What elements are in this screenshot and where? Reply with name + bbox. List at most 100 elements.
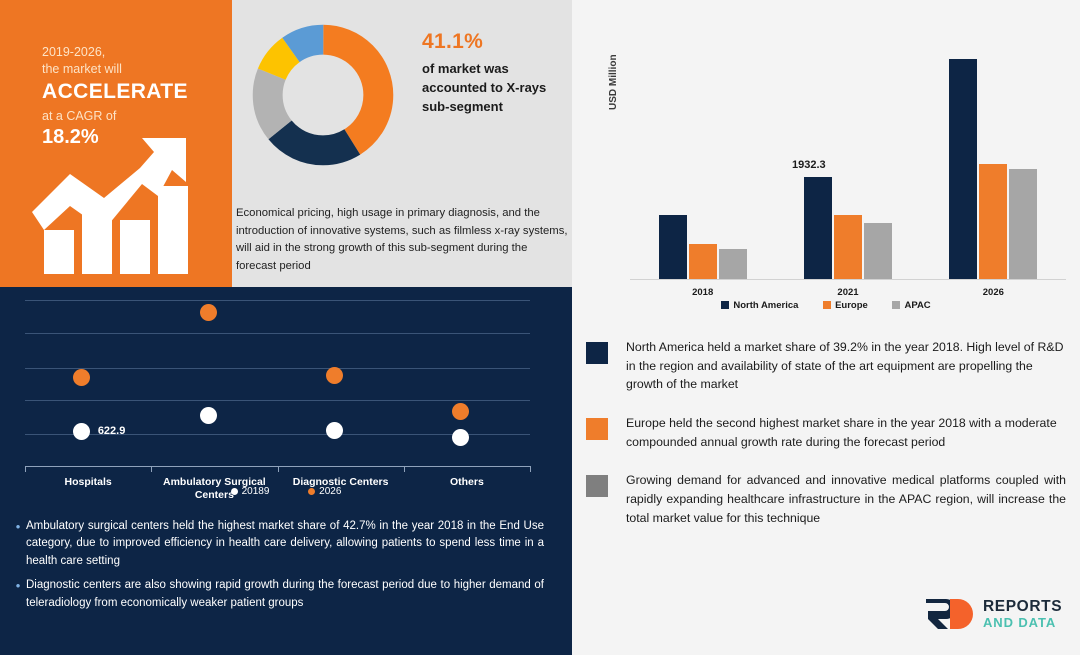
dot-legend-label-1: 2026 bbox=[319, 486, 342, 497]
region-note-text-0: North America held a market share of 39.… bbox=[626, 340, 1064, 392]
end-use-dot-chart: Hospitals Ambulatory Surgical Centers Diag… bbox=[0, 287, 572, 505]
dot-legend-swatch-0 bbox=[230, 487, 238, 495]
dot-axis-tick-2 bbox=[277, 466, 279, 472]
bullet-dot-icon: • bbox=[15, 578, 21, 594]
accelerate-cagr-label: at a CAGR of bbox=[42, 108, 117, 123]
donut-slice-2 bbox=[252, 24, 394, 166]
dot-category-label-1: Ambulatory Surgical Centers bbox=[163, 476, 266, 502]
dot-point-20189-others bbox=[452, 428, 470, 446]
segment-percent-block: 41.1% of market was accounted to X-rays … bbox=[422, 30, 562, 117]
bar-legend-label-0: North America bbox=[733, 300, 799, 311]
bar-category-label-1: 2021 bbox=[837, 287, 859, 298]
donut-chart bbox=[250, 22, 396, 168]
apac-chip-icon bbox=[586, 475, 608, 498]
bar-legend-item-1: Europe bbox=[823, 300, 868, 311]
rd-monogram-icon bbox=[926, 599, 973, 629]
region-note-0: North America held a market share of 39.… bbox=[572, 338, 1080, 394]
bar-north-america-2021 bbox=[804, 177, 832, 279]
accelerate-headline: ACCELERATE bbox=[42, 80, 188, 103]
bar-legend-item-0: North America bbox=[721, 300, 798, 311]
bar-apac-2021 bbox=[864, 223, 892, 279]
bar-chart-baseline bbox=[630, 279, 1066, 280]
reports-and-data-logo: REPORTS AND DATA bbox=[924, 597, 1062, 631]
dot-legend-swatch-1 bbox=[308, 487, 316, 495]
bar-europe-2018 bbox=[688, 244, 717, 279]
dot-data-label: 622.9 bbox=[97, 424, 126, 437]
dot-point-2026-hospitals bbox=[73, 368, 91, 386]
bar-data-label: 1932.3 bbox=[792, 159, 826, 172]
region-note-2: Growing demand for advanced and innovati… bbox=[572, 471, 1080, 527]
bar-legend-label-2: APAC bbox=[904, 300, 931, 311]
accelerate-panel: 2019-2026, the market will ACCELERATE at… bbox=[0, 0, 232, 287]
accelerate-text-block: 2019-2026, the market will ACCELERATE at… bbox=[42, 44, 222, 150]
dot-point-20189-hospitals bbox=[73, 423, 91, 441]
dot-axis-tick-0 bbox=[25, 466, 26, 472]
donut-slice-4 bbox=[252, 24, 394, 166]
dot-point-2026-ambulatory-surgical-centers bbox=[199, 304, 217, 322]
growth-arrow-bar-chart-icon bbox=[32, 138, 188, 274]
bar-legend-swatch-2 bbox=[892, 301, 901, 310]
bullet-dot-icon: • bbox=[15, 519, 21, 534]
end-use-bullet-list: • Ambulatory surgical centers held the h… bbox=[10, 518, 562, 619]
logo-line-2: AND DATA bbox=[983, 615, 1057, 631]
segment-percent-description: of market was accounted to X-rays sub-se… bbox=[422, 61, 547, 114]
north-america-chip-icon bbox=[586, 342, 608, 364]
dot-legend-item-1: 2026 bbox=[308, 486, 341, 497]
bar-apac-2018 bbox=[718, 249, 747, 279]
dot-point-20189-diagnostic-centers bbox=[325, 421, 343, 439]
segment-share-panel: 41.1% of market was accounted to X-rays … bbox=[232, 0, 572, 287]
dot-grid-line-2 bbox=[25, 368, 530, 369]
dot-grid-line-3 bbox=[25, 400, 530, 401]
dot-category-label-0: Hospitals bbox=[64, 476, 112, 488]
right-column: USD Million 1932.3 2018 2021 2026 North Am… bbox=[572, 0, 1080, 655]
accelerate-period: 2019-2026, bbox=[42, 45, 106, 59]
europe-chip-icon bbox=[586, 418, 608, 441]
dot-legend-item-0: 20189 bbox=[230, 486, 270, 497]
bar-north-america-2018 bbox=[658, 215, 687, 279]
region-note-1: Europe held the second highest market sh… bbox=[572, 414, 1080, 451]
dot-category-label-2: Diagnostic Centers bbox=[292, 476, 389, 488]
dot-point-2026-diagnostic-centers bbox=[325, 366, 343, 384]
list-item: • Diagnostic centers are also showing ra… bbox=[10, 577, 562, 612]
bar-legend-swatch-0 bbox=[721, 301, 730, 310]
bar-chart-y-axis-label: USD Million bbox=[608, 54, 619, 110]
donut-slice-0 bbox=[252, 24, 394, 166]
bullet-text-0: Ambulatory surgical centers held the hig… bbox=[26, 520, 544, 567]
bar-legend-label-1: Europe bbox=[835, 300, 868, 311]
bullet-text-1: Diagnostic centers are also showing rapi… bbox=[26, 579, 544, 609]
segment-note: Economical pricing, high usage in primar… bbox=[236, 207, 568, 272]
dot-chart-legend: 20189 2026 bbox=[0, 486, 572, 497]
bar-europe-2021 bbox=[834, 215, 862, 279]
dot-grid-line-1 bbox=[25, 333, 530, 334]
left-column: 2019-2026, the market will ACCELERATE at… bbox=[0, 0, 572, 655]
bar-legend-swatch-1 bbox=[823, 301, 832, 310]
list-item: • Ambulatory surgical centers held the h… bbox=[10, 518, 562, 570]
dot-axis-tick-4 bbox=[530, 466, 531, 472]
donut-slice-1 bbox=[252, 24, 394, 166]
dot-grid-line-4 bbox=[25, 434, 530, 435]
dot-grid-line-0 bbox=[25, 300, 530, 301]
dot-axis-tick-1 bbox=[151, 466, 153, 472]
dot-point-2026-others bbox=[452, 402, 470, 420]
region-note-text-2: Growing demand for advanced and innovati… bbox=[626, 473, 1066, 525]
bar-legend-item-2: APAC bbox=[892, 300, 931, 311]
logo-line-1: REPORTS bbox=[983, 597, 1063, 615]
bar-category-label-0: 2018 bbox=[692, 287, 714, 298]
accelerate-subtitle: the market will bbox=[42, 62, 122, 76]
bar-category-label-2: 2026 bbox=[982, 287, 1004, 298]
dot-legend-label-0: 20189 bbox=[241, 486, 270, 497]
accelerate-cagr-value: 18.2% bbox=[42, 125, 99, 148]
dot-axis-tick-3 bbox=[403, 466, 405, 472]
bar-north-america-2026 bbox=[949, 58, 978, 279]
bar-apac-2026 bbox=[1009, 168, 1038, 279]
segment-percent: 41.1% bbox=[422, 30, 484, 53]
region-note-text-1: Europe held the second highest market sh… bbox=[626, 416, 1057, 449]
logo-wordmark: REPORTS AND DATA bbox=[983, 599, 1062, 630]
dot-point-20189-ambulatory-surgical-centers bbox=[199, 406, 217, 424]
bar-europe-2026 bbox=[979, 163, 1008, 279]
dot-category-label-3: Others bbox=[449, 476, 484, 488]
region-notes-list: North America held a market share of 39.… bbox=[572, 338, 1080, 548]
bar-chart-plot-area: 1932.3 bbox=[630, 20, 1066, 280]
bar-chart-legend: North America Europe APAC bbox=[572, 300, 1080, 311]
